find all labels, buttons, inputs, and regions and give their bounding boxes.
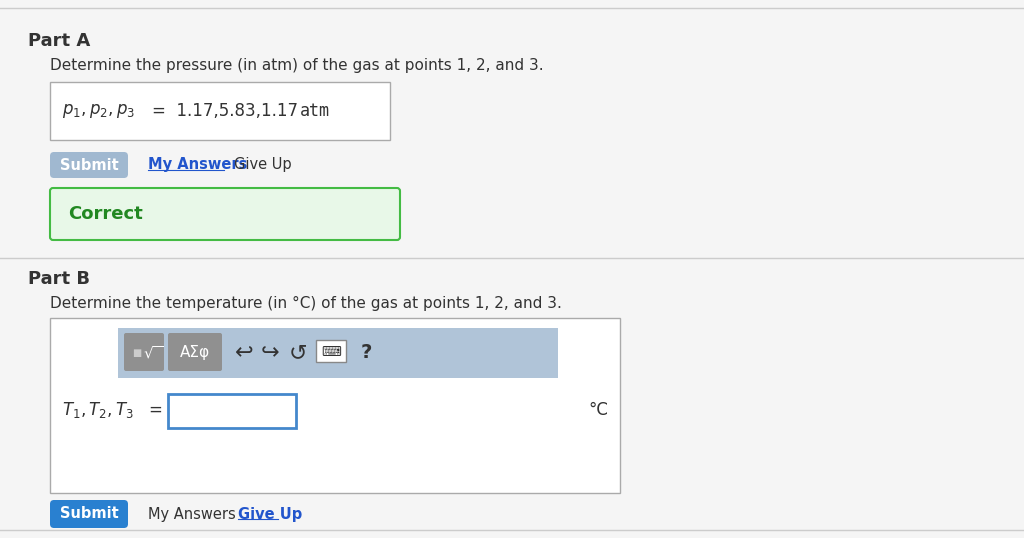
Text: $T_1,T_2,T_3$: $T_1,T_2,T_3$ bbox=[62, 400, 134, 420]
FancyBboxPatch shape bbox=[50, 188, 400, 240]
FancyBboxPatch shape bbox=[50, 318, 620, 493]
Text: $p_1,p_2,p_3$: $p_1,p_2,p_3$ bbox=[62, 102, 135, 120]
Text: Submit: Submit bbox=[59, 506, 119, 521]
FancyBboxPatch shape bbox=[316, 340, 346, 362]
Text: =  1.17,5.83,1.17: = 1.17,5.83,1.17 bbox=[152, 102, 298, 120]
FancyBboxPatch shape bbox=[50, 500, 128, 528]
FancyBboxPatch shape bbox=[168, 394, 296, 428]
Text: Part A: Part A bbox=[28, 32, 90, 50]
Text: Part B: Part B bbox=[28, 270, 90, 288]
Text: =: = bbox=[148, 401, 162, 419]
FancyBboxPatch shape bbox=[118, 328, 558, 378]
Text: °C: °C bbox=[588, 401, 608, 419]
FancyBboxPatch shape bbox=[168, 333, 222, 371]
Text: ↪: ↪ bbox=[261, 343, 280, 363]
Text: atm: atm bbox=[300, 102, 330, 120]
Text: Give Up: Give Up bbox=[234, 158, 292, 173]
Text: ↩: ↩ bbox=[234, 343, 253, 363]
Text: AΣφ: AΣφ bbox=[180, 345, 210, 360]
Text: ?: ? bbox=[360, 343, 372, 363]
Text: My Answers: My Answers bbox=[148, 506, 236, 521]
Text: Determine the pressure (in atm) of the gas at points 1, 2, and 3.: Determine the pressure (in atm) of the g… bbox=[50, 58, 544, 73]
Text: Give Up: Give Up bbox=[238, 506, 302, 521]
Text: ■: ■ bbox=[132, 348, 141, 358]
Text: My Answers: My Answers bbox=[148, 158, 248, 173]
FancyBboxPatch shape bbox=[124, 333, 164, 371]
Text: ⌨: ⌨ bbox=[321, 345, 341, 359]
Text: Determine the temperature (in °C) of the gas at points 1, 2, and 3.: Determine the temperature (in °C) of the… bbox=[50, 296, 562, 311]
Text: Submit: Submit bbox=[59, 158, 119, 173]
FancyBboxPatch shape bbox=[50, 82, 390, 140]
FancyBboxPatch shape bbox=[50, 152, 128, 178]
Text: $\sqrt{\ }$: $\sqrt{\ }$ bbox=[143, 344, 164, 362]
Text: ↺: ↺ bbox=[289, 343, 307, 363]
Text: Correct: Correct bbox=[68, 205, 142, 223]
